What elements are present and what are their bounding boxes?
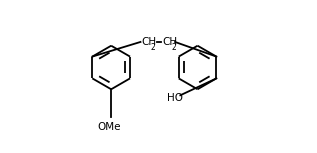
Text: CH: CH	[162, 37, 178, 47]
Text: HO: HO	[167, 93, 183, 103]
Text: 2: 2	[151, 43, 155, 52]
Text: CH: CH	[141, 37, 156, 47]
Text: 2: 2	[171, 43, 176, 52]
Text: OMe: OMe	[98, 122, 121, 132]
